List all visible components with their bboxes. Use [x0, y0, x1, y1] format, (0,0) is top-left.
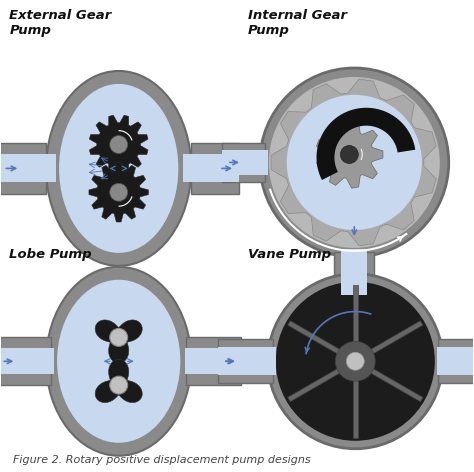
Bar — [191, 143, 239, 194]
Ellipse shape — [57, 280, 180, 443]
Circle shape — [340, 145, 358, 163]
Polygon shape — [89, 162, 148, 222]
Bar — [438, 339, 474, 383]
Polygon shape — [317, 108, 415, 180]
Ellipse shape — [46, 71, 191, 266]
Polygon shape — [370, 368, 423, 402]
Polygon shape — [370, 321, 423, 354]
Bar — [186, 337, 241, 385]
Bar — [0, 348, 54, 374]
Bar — [0, 154, 56, 182]
Text: Vane Pump: Vane Pump — [248, 248, 331, 261]
Circle shape — [287, 95, 422, 230]
Circle shape — [268, 274, 443, 449]
Circle shape — [276, 282, 435, 441]
Text: Figure 2. Rotary positive displacement pump designs: Figure 2. Rotary positive displacement p… — [13, 455, 311, 465]
Bar — [222, 143, 265, 182]
Bar — [0, 143, 46, 194]
Polygon shape — [95, 320, 142, 363]
Circle shape — [110, 376, 128, 394]
Polygon shape — [90, 115, 148, 174]
Circle shape — [110, 183, 128, 201]
Bar — [183, 154, 239, 182]
Bar — [437, 347, 474, 375]
Polygon shape — [288, 368, 341, 402]
Polygon shape — [288, 321, 341, 354]
Bar — [218, 339, 273, 383]
Polygon shape — [353, 285, 358, 343]
Circle shape — [336, 341, 375, 381]
Text: Lobe Pump: Lobe Pump — [9, 248, 92, 261]
Bar — [335, 252, 374, 295]
Text: External Gear
Pump: External Gear Pump — [9, 9, 111, 37]
Polygon shape — [317, 121, 383, 188]
Bar — [0, 337, 51, 385]
Circle shape — [269, 77, 440, 248]
Circle shape — [260, 68, 449, 257]
Circle shape — [110, 135, 128, 153]
Text: Internal Gear
Pump: Internal Gear Pump — [248, 9, 347, 37]
Bar — [185, 348, 243, 374]
Ellipse shape — [59, 84, 178, 253]
Circle shape — [346, 352, 364, 370]
Bar — [218, 347, 276, 375]
Bar — [341, 249, 367, 295]
Polygon shape — [271, 79, 436, 246]
Circle shape — [110, 329, 128, 346]
Polygon shape — [353, 379, 358, 438]
Polygon shape — [95, 359, 142, 403]
Ellipse shape — [46, 267, 191, 455]
Bar — [222, 150, 268, 176]
